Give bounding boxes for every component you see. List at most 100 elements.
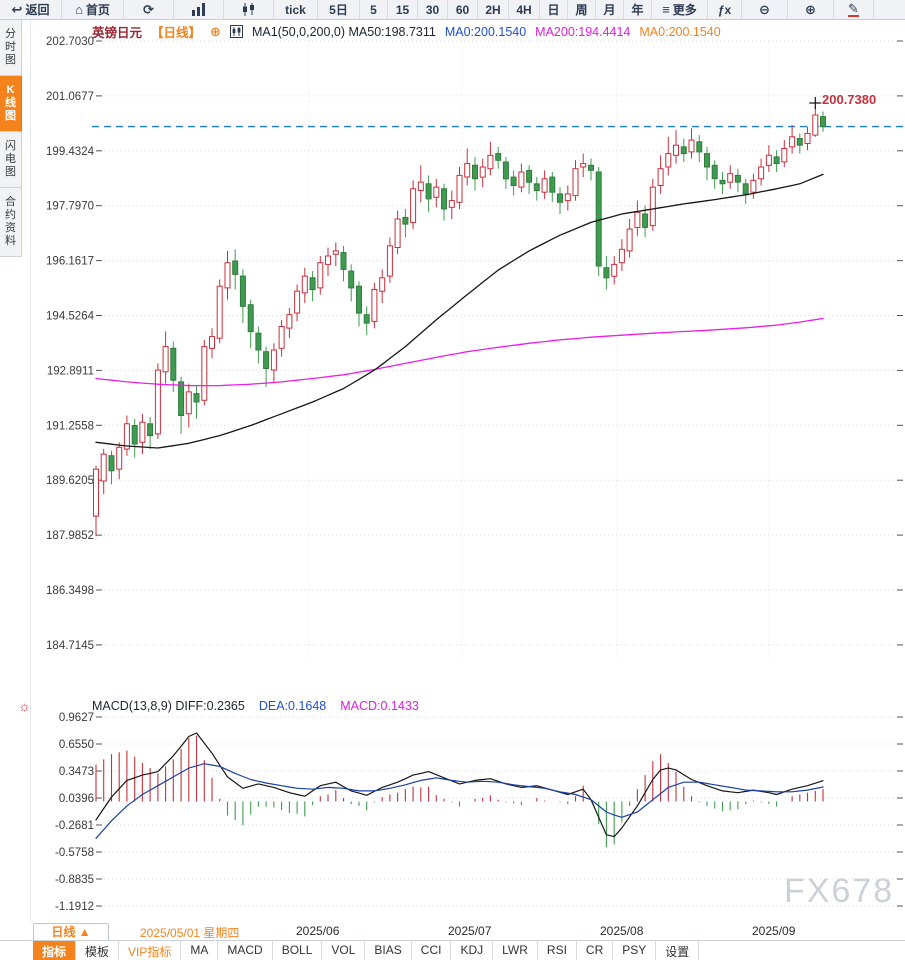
indicator-tab-13[interactable]: PSY	[613, 941, 657, 960]
toolbar-item-min30[interactable]: 30	[418, 0, 448, 19]
sidebar-tab-contract-info[interactable]: 合约资料	[0, 188, 22, 257]
svg-text:0.9627: 0.9627	[59, 712, 94, 724]
indicator-settings-icon[interactable]: ☼	[18, 698, 31, 714]
indicator-tab-1[interactable]: 模板	[76, 941, 120, 960]
indicator-tab-10[interactable]: LWR	[493, 941, 538, 960]
svg-text:-0.8835: -0.8835	[55, 874, 94, 886]
toolbar-item-refresh[interactable]: ⟳	[124, 0, 174, 19]
toolbar-item-kline[interactable]	[224, 0, 274, 19]
svg-text:192.8911: 192.8911	[47, 365, 94, 377]
svg-text:187.9852: 187.9852	[46, 530, 94, 542]
toolbar-label: 4H	[516, 2, 532, 17]
toolbar-item-back[interactable]: ↩ 返回	[0, 0, 62, 19]
sidebar-tab-flash-chart[interactable]: 闪电图	[0, 132, 22, 188]
toolbar-item-min60[interactable]: 60	[448, 0, 478, 19]
chart-header: 英镑日元 【日线】 ⊕ MA1(50,0,200,0) MA50:198.731…	[92, 22, 721, 41]
ma-lines-layer	[95, 173, 824, 449]
svg-text:186.3498: 186.3498	[46, 585, 94, 597]
indicator-tab-0[interactable]: 指标	[33, 941, 77, 960]
toolbar-label: 60	[455, 2, 470, 17]
toolbar-label: 首页	[85, 3, 110, 17]
macd-diff-value: MACD(13,8,9) DIFF:0.2365	[92, 699, 245, 713]
high-cross-marker	[809, 97, 822, 109]
toolbar-item-tick[interactable]: tick	[274, 0, 318, 19]
home-icon: ⌂	[75, 2, 83, 17]
kline-mini-icon[interactable]	[229, 25, 243, 38]
toolbar-label: 月	[603, 3, 616, 17]
toolbar-item-fx[interactable]: ƒx	[708, 0, 742, 19]
candlestick-icon	[242, 3, 254, 16]
zoom-in-icon: ⊕	[805, 2, 816, 17]
toolbar-item-draw[interactable]: ✎	[834, 0, 874, 19]
toolbar-item-more[interactable]: ≡ 更多	[652, 0, 708, 19]
toolbar-item-year[interactable]: 年	[624, 0, 652, 19]
symbol-name: 英镑日元	[92, 26, 143, 40]
toolbar-item-min15[interactable]: 15	[388, 0, 418, 19]
ma0-blue-value: MA0:200.1540	[444, 24, 527, 39]
toolbar-item-5day[interactable]: 5日	[318, 0, 360, 19]
toolbar-item-h2[interactable]: 2H	[478, 0, 509, 19]
svg-text:189.6205: 189.6205	[46, 475, 94, 487]
top-toolbar: ↩ 返回 ⌂ 首页 ⟳ tick 5日 5 15 30 60 2H 4H 日周月年 ≡ 更多 ƒx ⊖ ⊕ ✎	[0, 0, 905, 20]
toolbar-item-zoom-in[interactable]: ⊕	[788, 0, 834, 19]
ma0-orange-value: MA0:200.1540	[639, 24, 721, 39]
toolbar-item-h4[interactable]: 4H	[509, 0, 540, 19]
toolbar-item-min5[interactable]: 5	[360, 0, 388, 19]
ma-definition: MA1(50,0,200,0) MA50:198.7311	[251, 24, 436, 39]
fx678-watermark: FX678	[784, 872, 895, 910]
sidebar-tab-time-chart[interactable]: 分时图	[0, 20, 22, 76]
svg-text:-0.2681: -0.2681	[55, 820, 94, 832]
toolbar-label: 2H	[485, 2, 501, 17]
x-axis-row: 日线 ▲ 2025/05/01 星期四 2025/06 2025/07 2025/08…	[0, 922, 905, 941]
indicator-tab-8[interactable]: CCI	[412, 941, 452, 960]
candles-layer	[93, 106, 826, 537]
indicator-tab-5[interactable]: BOLL	[273, 941, 323, 960]
x-axis-label-1: 2025/06	[296, 924, 340, 938]
macd-dea-value: DEA:0.1648	[258, 699, 327, 713]
toolbar-item-month[interactable]: 月	[596, 0, 624, 19]
toolbar-label: 周	[575, 3, 588, 17]
indicator-tab-14[interactable]: 设置	[656, 941, 700, 960]
x-axis-label-3: 2025/08	[600, 924, 644, 938]
toolbar-item-bar-chart[interactable]	[174, 0, 224, 19]
main-chart-canvas[interactable]: 202.7030 201.0677 199.4324 197.7970 196.1617…	[30, 19, 905, 948]
indicator-tab-7[interactable]: BIAS	[365, 941, 412, 960]
macd-layer	[95, 732, 824, 848]
toolbar-label: 30	[425, 2, 440, 17]
toolbar-item-day[interactable]: 日	[540, 0, 568, 19]
refresh-icon: ⟳	[143, 2, 154, 17]
bar-chart-icon	[191, 3, 205, 16]
svg-text:202.7030: 202.7030	[46, 36, 94, 48]
ma200-value: MA200:194.4414	[535, 24, 631, 39]
svg-text:191.2558: 191.2558	[46, 420, 94, 432]
indicator-tab-4[interactable]: MACD	[218, 941, 273, 960]
toolbar-item-week[interactable]: 周	[568, 0, 596, 19]
x-axis-label-4: 2025/09	[752, 924, 796, 938]
indicator-tab-6[interactable]: VOL	[322, 941, 366, 960]
svg-text:-1.1912: -1.1912	[55, 901, 94, 913]
indicator-tab-2[interactable]: VIP指标	[119, 941, 182, 960]
svg-text:0.3473: 0.3473	[59, 766, 94, 778]
toolbar-label: 年	[631, 3, 644, 17]
toolbar-label: 15	[395, 2, 410, 17]
svg-text:184.7145: 184.7145	[46, 640, 94, 652]
indicator-tab-9[interactable]: KDJ	[451, 941, 494, 960]
svg-text:197.7970: 197.7970	[46, 201, 94, 213]
svg-text:199.4324: 199.4324	[46, 146, 95, 158]
toolbar-item-zoom-out[interactable]: ⊖	[742, 0, 788, 19]
macd-macd-value: MACD:0.1433	[340, 699, 419, 713]
toolbar-item-home[interactable]: ⌂ 首页	[62, 0, 124, 19]
toolbar-label: tick	[285, 2, 306, 17]
add-indicator-icon[interactable]: ⊕	[210, 23, 221, 39]
indicator-tab-12[interactable]: CR	[577, 941, 614, 960]
period-dropdown-button[interactable]: 日线 ▲	[33, 923, 109, 941]
svg-text:0.0396: 0.0396	[59, 793, 94, 805]
indicator-tab-11[interactable]: RSI	[538, 941, 577, 960]
svg-text:201.0677: 201.0677	[46, 91, 94, 103]
last-high-price-label: 200.7380	[822, 92, 877, 107]
indicator-tab-3[interactable]: MA	[181, 941, 219, 960]
grid-layer: 202.7030 201.0677 199.4324 197.7970 196.1617…	[46, 36, 903, 913]
return-arrow-icon: ↩	[11, 2, 23, 17]
